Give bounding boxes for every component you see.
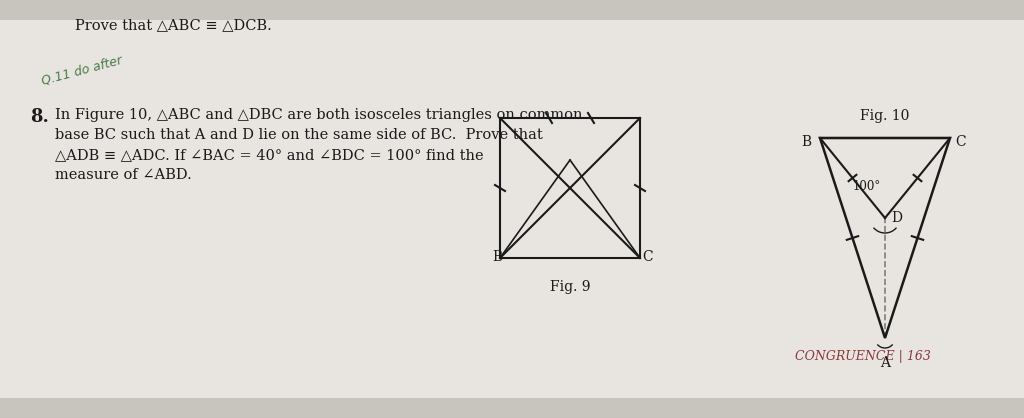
- Text: measure of ∠ABD.: measure of ∠ABD.: [55, 168, 191, 182]
- Text: D: D: [891, 211, 902, 225]
- Text: 8.: 8.: [30, 108, 49, 126]
- Text: base BC such that A and D lie on the same side of BC.  Prove that: base BC such that A and D lie on the sam…: [55, 128, 543, 142]
- Text: CONGRUENCE | 163: CONGRUENCE | 163: [795, 350, 931, 363]
- Text: Prove that △ABC ≡ △DCB.: Prove that △ABC ≡ △DCB.: [75, 18, 271, 32]
- Text: In Figure 10, △ABC and △DBC are both isosceles triangles on common: In Figure 10, △ABC and △DBC are both iso…: [55, 108, 583, 122]
- Text: C: C: [955, 135, 966, 149]
- Text: Fig. 9: Fig. 9: [550, 280, 590, 294]
- FancyBboxPatch shape: [0, 20, 1024, 398]
- Text: C: C: [642, 250, 652, 264]
- Text: Fig. 10: Fig. 10: [860, 109, 909, 123]
- Text: B: B: [492, 250, 502, 264]
- Text: B: B: [801, 135, 811, 149]
- Text: △ADB ≡ △ADC. If ∠BAC = 40° and ∠BDC = 100° find the: △ADB ≡ △ADC. If ∠BAC = 40° and ∠BDC = 10…: [55, 148, 483, 162]
- Text: Q.11 do after: Q.11 do after: [40, 53, 124, 87]
- Text: 100°: 100°: [853, 180, 881, 193]
- Text: A: A: [880, 356, 890, 370]
